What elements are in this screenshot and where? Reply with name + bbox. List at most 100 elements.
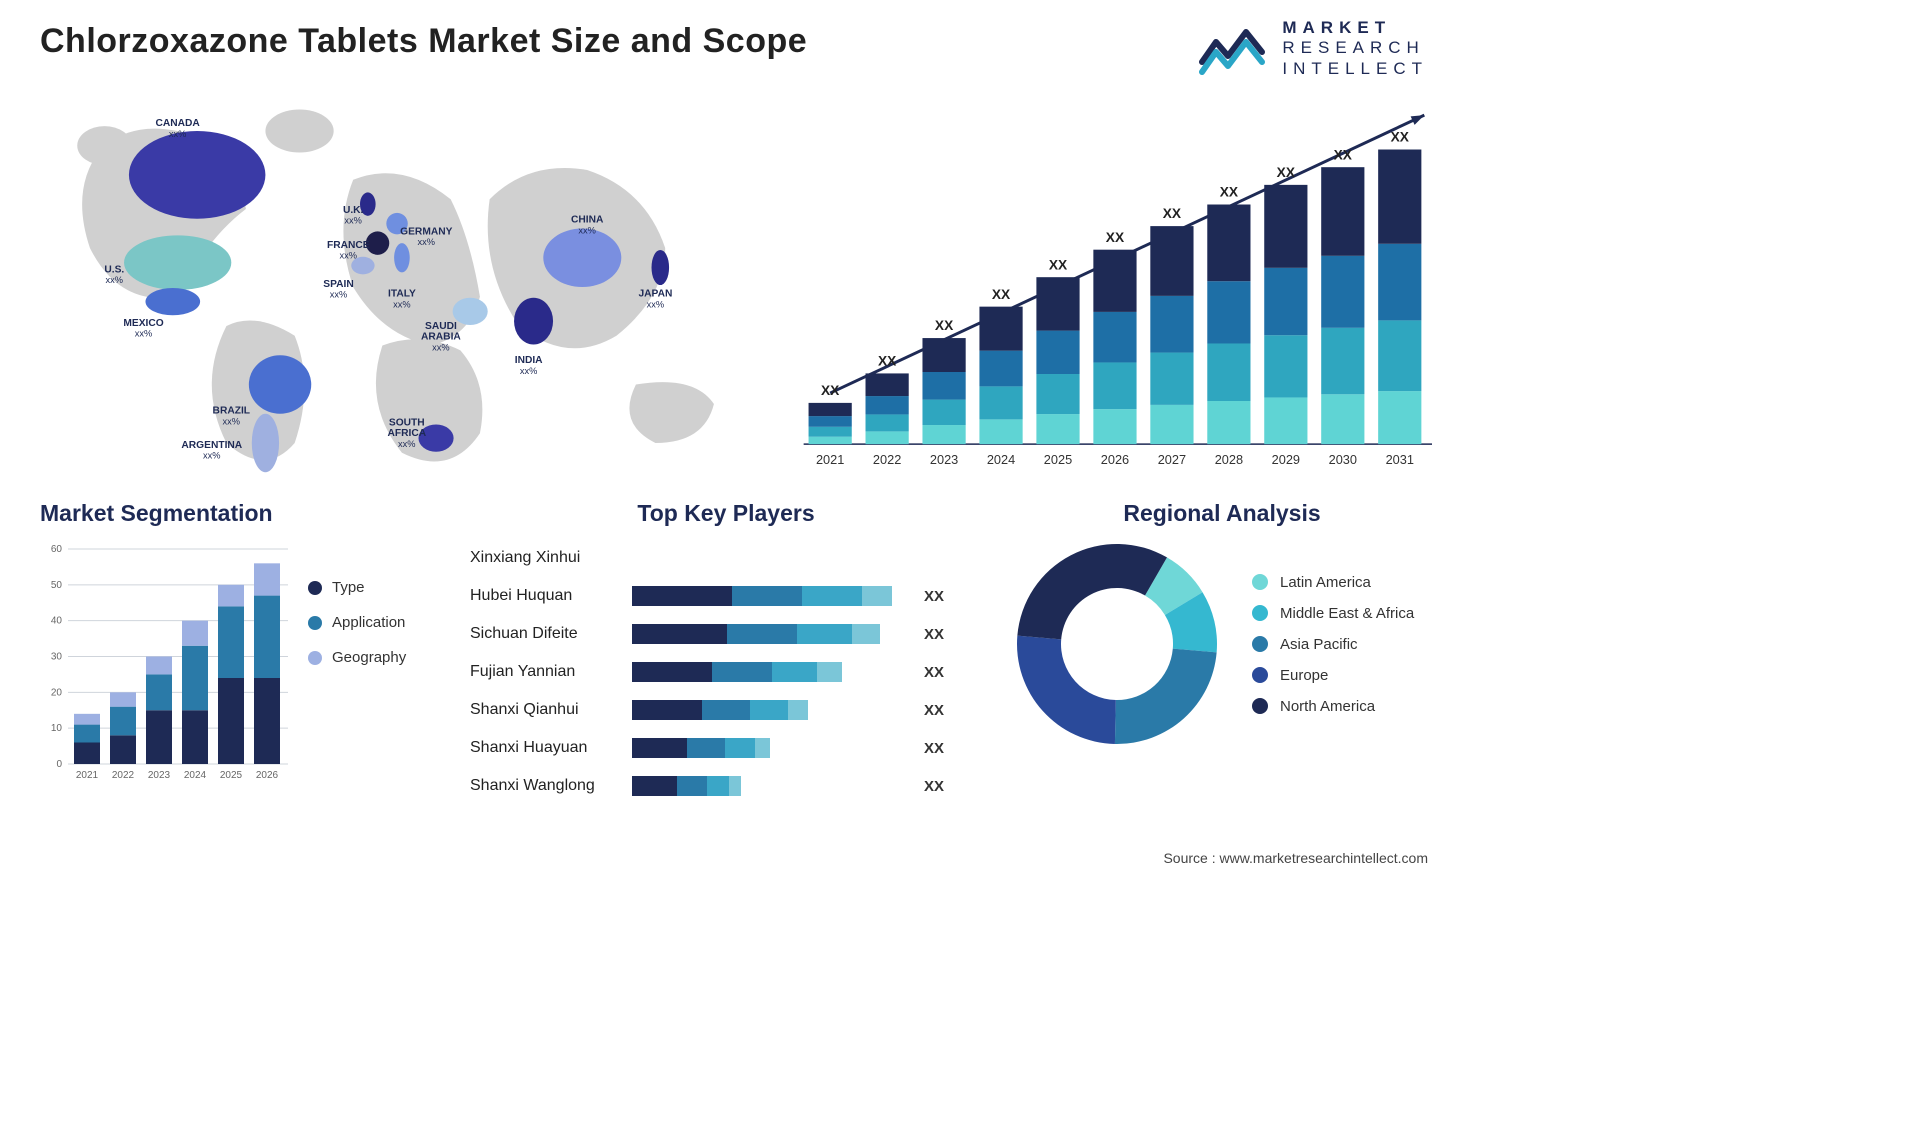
svg-text:xx%: xx% bbox=[223, 416, 240, 426]
player-name: Hubei Huquan bbox=[470, 587, 620, 605]
svg-text:xx%: xx% bbox=[393, 299, 410, 309]
player-name: Shanxi Wanglong bbox=[470, 777, 620, 795]
player-bar bbox=[632, 662, 912, 682]
svg-text:xx%: xx% bbox=[647, 299, 664, 309]
player-value: XX bbox=[924, 778, 944, 795]
svg-text:0: 0 bbox=[56, 759, 62, 770]
player-bar-segment bbox=[802, 586, 862, 606]
player-bar-segment bbox=[750, 700, 788, 720]
legend-dot-icon bbox=[308, 616, 322, 630]
segmentation-chart: 0102030405060202120222023202420252026 bbox=[40, 539, 290, 789]
player-row: Shanxi HuayuanXX bbox=[470, 733, 982, 763]
legend-label: Application bbox=[332, 614, 405, 631]
svg-text:2022: 2022 bbox=[112, 770, 135, 781]
player-name: Shanxi Qianhui bbox=[470, 701, 620, 719]
svg-text:ARGENTINA: ARGENTINA bbox=[181, 440, 242, 451]
player-bar-segment bbox=[797, 624, 852, 644]
player-row: Hubei Huquan XX bbox=[470, 581, 982, 611]
svg-text:ARABIA: ARABIA bbox=[421, 332, 461, 343]
player-row: Shanxi QianhuiXX bbox=[470, 695, 982, 725]
player-bar-segment bbox=[707, 776, 729, 796]
player-bar-segment bbox=[772, 662, 817, 682]
svg-text:20: 20 bbox=[51, 687, 63, 698]
svg-text:2029: 2029 bbox=[1271, 452, 1299, 467]
regional-legend: Latin America Middle East & Africa Asia Pa… bbox=[1252, 574, 1414, 715]
region-legend-item: Asia Pacific bbox=[1252, 636, 1414, 653]
svg-text:XX: XX bbox=[1106, 230, 1125, 245]
segmentation-legend-item: Application bbox=[308, 614, 406, 631]
svg-text:XX: XX bbox=[1163, 206, 1182, 221]
key-players-title: Top Key Players bbox=[470, 500, 982, 527]
svg-text:2023: 2023 bbox=[148, 770, 171, 781]
segmentation-title: Market Segmentation bbox=[40, 500, 440, 527]
svg-text:U.K.: U.K. bbox=[343, 205, 364, 216]
svg-text:XX: XX bbox=[878, 354, 897, 369]
svg-text:2028: 2028 bbox=[1215, 452, 1243, 467]
svg-text:2030: 2030 bbox=[1328, 452, 1356, 467]
svg-text:30: 30 bbox=[51, 652, 63, 663]
player-bar-segment bbox=[687, 738, 725, 758]
player-bar-segment bbox=[712, 662, 772, 682]
svg-text:xx%: xx% bbox=[340, 251, 357, 261]
player-bar-segment bbox=[732, 586, 802, 606]
player-bar-segment bbox=[632, 776, 677, 796]
player-bar-segment bbox=[755, 738, 770, 758]
key-players-panel: Top Key Players Xinxiang Xinhui Hubei Huq… bbox=[470, 500, 982, 820]
growth-bar-chart: XX2021XX2022XX2023XX2024XX2025XX2026XX20… bbox=[784, 92, 1432, 482]
segmentation-legend-item: Geography bbox=[308, 649, 406, 666]
svg-text:JAPAN: JAPAN bbox=[638, 289, 672, 300]
svg-text:xx%: xx% bbox=[398, 439, 415, 449]
legend-label: Geography bbox=[332, 649, 406, 666]
brand-logo: MARKET RESEARCH INTELLECT bbox=[1198, 18, 1428, 79]
logo-line1: MARKET bbox=[1282, 18, 1428, 38]
player-value: XX bbox=[924, 626, 944, 643]
svg-text:xx%: xx% bbox=[578, 225, 595, 235]
player-row: Xinxiang Xinhui bbox=[470, 543, 982, 573]
region-legend-item: Middle East & Africa bbox=[1252, 605, 1414, 622]
svg-text:40: 40 bbox=[51, 616, 63, 627]
svg-text:10: 10 bbox=[51, 723, 63, 734]
player-row: Shanxi Wanglong XX bbox=[470, 771, 982, 801]
legend-label: Middle East & Africa bbox=[1280, 605, 1414, 622]
svg-text:XX: XX bbox=[821, 383, 840, 398]
svg-text:2024: 2024 bbox=[184, 770, 207, 781]
player-bar bbox=[632, 624, 912, 644]
player-bar bbox=[632, 548, 912, 568]
player-bar-segment bbox=[632, 700, 702, 720]
player-bar-segment bbox=[727, 624, 797, 644]
legend-label: Latin America bbox=[1280, 574, 1371, 591]
svg-text:xx%: xx% bbox=[135, 329, 152, 339]
svg-text:2025: 2025 bbox=[1044, 452, 1072, 467]
player-bar-segment bbox=[729, 776, 741, 796]
player-value: XX bbox=[924, 588, 944, 605]
svg-text:XX: XX bbox=[1333, 147, 1352, 162]
svg-text:SPAIN: SPAIN bbox=[323, 279, 353, 290]
source-line: Source : www.marketresearchintellect.com bbox=[1163, 850, 1428, 866]
player-bar-segment bbox=[788, 700, 808, 720]
legend-label: Asia Pacific bbox=[1280, 636, 1358, 653]
svg-text:XX: XX bbox=[1049, 257, 1068, 272]
svg-text:SOUTH: SOUTH bbox=[389, 417, 425, 428]
logo-line2: RESEARCH bbox=[1282, 38, 1428, 58]
legend-dot-icon bbox=[1252, 574, 1268, 590]
svg-text:GERMANY: GERMANY bbox=[400, 226, 452, 237]
svg-text:ITALY: ITALY bbox=[388, 289, 416, 300]
player-value: XX bbox=[924, 664, 944, 681]
player-bar bbox=[632, 776, 912, 796]
growth-chart-panel: XX2021XX2022XX2023XX2024XX2025XX2026XX20… bbox=[764, 92, 1432, 482]
svg-text:xx%: xx% bbox=[432, 342, 449, 352]
legend-dot-icon bbox=[1252, 698, 1268, 714]
segmentation-panel: Market Segmentation 01020304050602021202… bbox=[40, 500, 440, 820]
svg-text:SAUDI: SAUDI bbox=[425, 321, 457, 332]
player-value: XX bbox=[924, 740, 944, 757]
svg-text:2026: 2026 bbox=[1101, 452, 1129, 467]
svg-text:2021: 2021 bbox=[76, 770, 99, 781]
svg-text:XX: XX bbox=[935, 318, 954, 333]
player-row: Sichuan DifeiteXX bbox=[470, 619, 982, 649]
legend-dot-icon bbox=[1252, 605, 1268, 621]
legend-label: North America bbox=[1280, 698, 1375, 715]
svg-text:XX: XX bbox=[1220, 185, 1239, 200]
regional-panel: Regional Analysis Latin AmericaMiddle Ea… bbox=[1012, 500, 1432, 820]
legend-dot-icon bbox=[308, 651, 322, 665]
player-name: Fujian Yannian bbox=[470, 663, 620, 681]
